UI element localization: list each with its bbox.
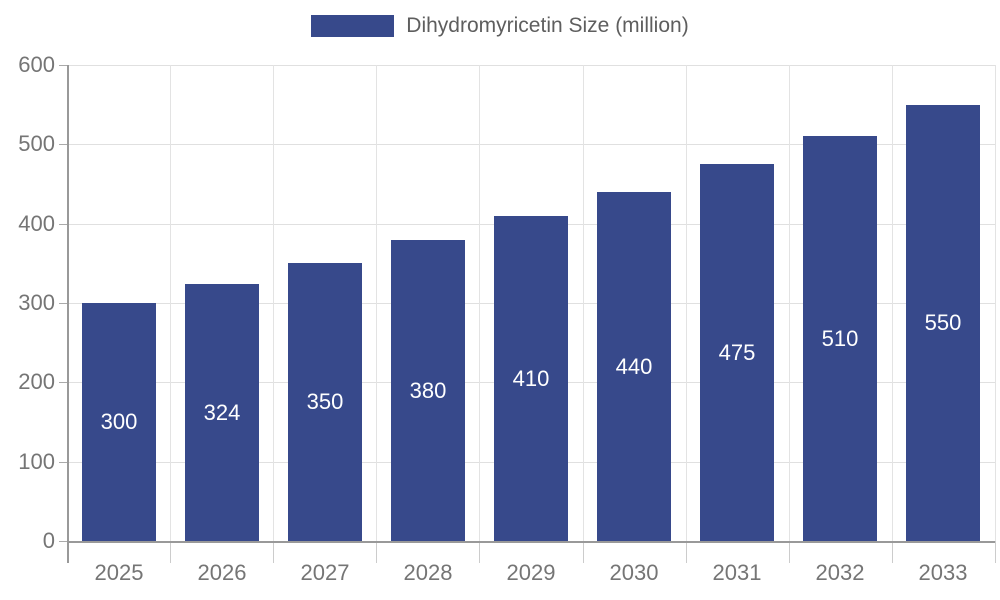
x-tick-boundary-1: [170, 541, 171, 563]
y-tick-600: [59, 65, 67, 66]
bar-2029: [494, 216, 568, 541]
y-tick-300: [59, 303, 67, 304]
bar-2027: [288, 263, 362, 541]
legend-label[interactable]: Dihydromyricetin Size (million): [406, 14, 689, 37]
bar-2028: [391, 240, 465, 541]
x-axis-label-2031: 2031: [712, 560, 762, 585]
y-tick-200: [59, 382, 67, 383]
legend[interactable]: Dihydromyricetin Size (million): [0, 14, 1000, 38]
bar-value-2032: 510: [821, 326, 859, 351]
bar-value-2031: 475: [718, 340, 756, 365]
x-axis-label-2033: 2033: [918, 560, 968, 585]
y-axis-line: [67, 65, 69, 563]
gridline-x-boundary-9: [995, 65, 996, 541]
x-tick-boundary-3: [376, 541, 377, 563]
y-axis-label-400: 400: [18, 211, 55, 236]
bar-2025: [82, 303, 156, 541]
gridline-x-boundary-3: [376, 65, 377, 541]
bar-2032: [803, 136, 877, 541]
bar-value-2027: 350: [306, 389, 344, 414]
bar-value-2025: 300: [100, 409, 138, 434]
y-tick-500: [59, 144, 67, 145]
x-axis-label-2028: 2028: [403, 560, 453, 585]
y-axis-label-200: 200: [18, 369, 55, 394]
x-axis-label-2027: 2027: [300, 560, 350, 585]
gridline-x-boundary-5: [583, 65, 584, 541]
y-tick-400: [59, 224, 67, 225]
bar-2026: [185, 284, 259, 541]
bar-2033: [906, 105, 980, 541]
x-axis-label-2029: 2029: [506, 560, 556, 585]
bar-2030: [597, 192, 671, 541]
bar-value-2030: 440: [615, 354, 653, 379]
y-axis-label-100: 100: [18, 449, 55, 474]
bar-value-2029: 410: [512, 366, 550, 391]
x-axis-label-2032: 2032: [815, 560, 865, 585]
gridline-x-boundary-1: [170, 65, 171, 541]
bar-value-2033: 550: [924, 310, 962, 335]
x-tick-boundary-5: [583, 541, 584, 563]
x-tick-boundary-4: [479, 541, 480, 563]
gridline-y-600: [67, 65, 995, 66]
y-tick-100: [59, 462, 67, 463]
gridline-x-boundary-4: [479, 65, 480, 541]
gridline-x-boundary-2: [273, 65, 274, 541]
x-axis-label-2025: 2025: [94, 560, 144, 585]
x-axis-label-2030: 2030: [609, 560, 659, 585]
x-axis-line: [67, 541, 995, 543]
gridline-x-boundary-8: [892, 65, 893, 541]
y-axis-label-600: 600: [18, 52, 55, 77]
x-tick-boundary-7: [789, 541, 790, 563]
x-tick-boundary-8: [892, 541, 893, 563]
x-tick-boundary-6: [686, 541, 687, 563]
bar-2031: [700, 164, 774, 541]
x-tick-boundary-2: [273, 541, 274, 563]
y-axis-label-300: 300: [18, 290, 55, 315]
gridline-y-500: [67, 144, 995, 145]
gridline-x-boundary-7: [789, 65, 790, 541]
x-tick-boundary-9: [995, 541, 996, 563]
x-axis-label-2026: 2026: [197, 560, 247, 585]
bar-value-2026: 324: [203, 400, 241, 425]
bar-value-2028: 380: [409, 378, 447, 403]
y-tick-0: [59, 541, 67, 542]
y-axis-label-0: 0: [42, 528, 55, 553]
y-axis-label-500: 500: [18, 131, 55, 156]
gridline-x-boundary-6: [686, 65, 687, 541]
legend-swatch[interactable]: [311, 15, 395, 37]
